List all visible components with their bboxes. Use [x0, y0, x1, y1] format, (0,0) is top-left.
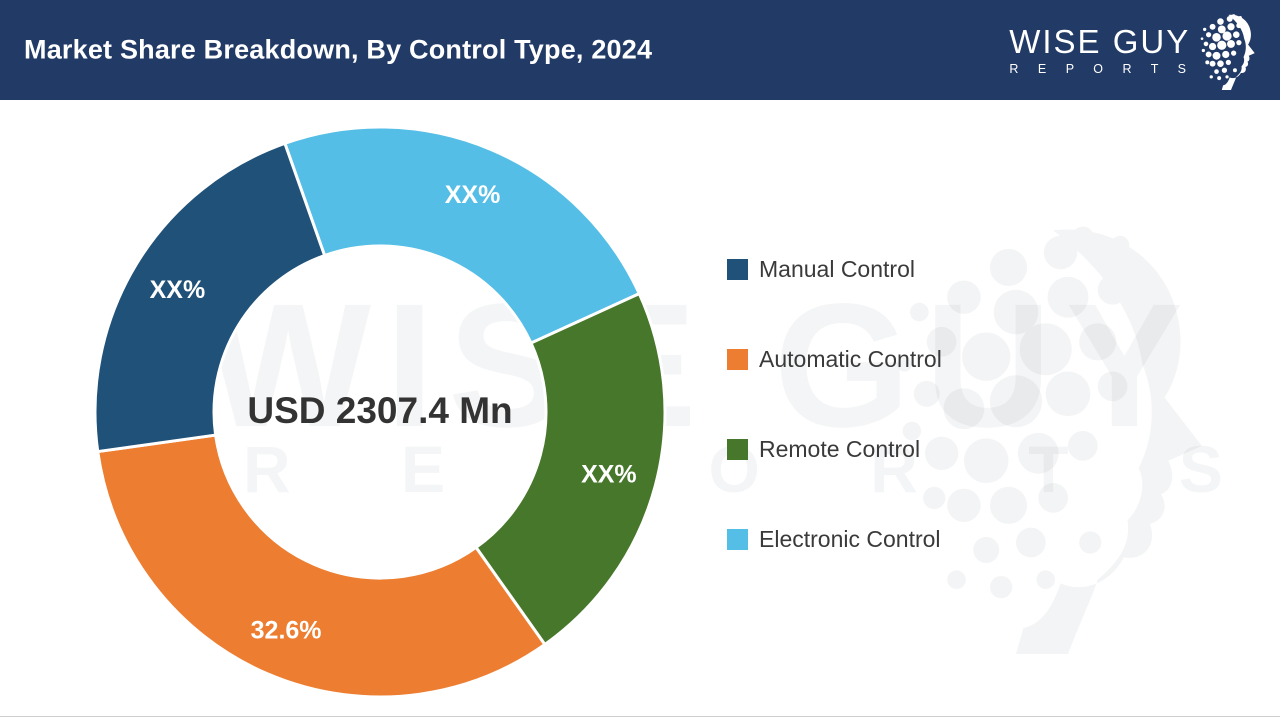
bottom-divider [0, 716, 1280, 717]
wise-guy-reports-logo: WISE GUY R E P O R T S [1005, 8, 1264, 92]
legend-label-electronic-control: Electronic Control [759, 526, 941, 552]
donut-label-electronic-control: XX% [445, 181, 501, 209]
legend-swatch-electronic-control [727, 529, 748, 550]
logo-head-icon [1200, 13, 1255, 90]
donut-segment-remote-control [474, 292, 667, 646]
donut-label-remote-control: XX% [581, 461, 637, 489]
logo-name-text: WISE GUY [1009, 22, 1191, 60]
legend-item-automatic-control: Automatic Control [727, 346, 942, 373]
donut-label-automatic-control: 32.6% [251, 617, 322, 645]
logo-text: WISE GUY R E P O R T S [1005, 25, 1194, 76]
legend-item-remote-control: Remote Control [727, 436, 920, 463]
header-bar: Market Share Breakdown, By Control Type,… [0, 0, 1280, 100]
donut-segment-manual-control [93, 141, 327, 454]
page-title: Market Share Breakdown, By Control Type,… [24, 34, 653, 65]
donut-label-manual-control: XX% [150, 276, 206, 304]
legend-swatch-manual-control [727, 259, 748, 280]
legend-label-manual-control: Manual Control [759, 256, 915, 282]
legend-swatch-automatic-control [727, 349, 748, 370]
legend-item-manual-control: Manual Control [727, 256, 915, 283]
watermark-head-icon [897, 226, 1202, 654]
legend-label-remote-control: Remote Control [759, 436, 921, 462]
chart-center-value: USD 2307.4 Mn [247, 390, 513, 431]
logo-sub-text: R E P O R T S [1009, 61, 1194, 76]
donut-segment-automatic-control [96, 433, 547, 699]
legend-item-electronic-control: Electronic Control [727, 526, 941, 553]
donut-chart: XX% XX% 32.6% XX% [80, 112, 680, 712]
legend-label-automatic-control: Automatic Control [759, 346, 942, 372]
donut-segment-electronic-control [283, 125, 641, 345]
legend-swatch-remote-control [727, 439, 748, 460]
